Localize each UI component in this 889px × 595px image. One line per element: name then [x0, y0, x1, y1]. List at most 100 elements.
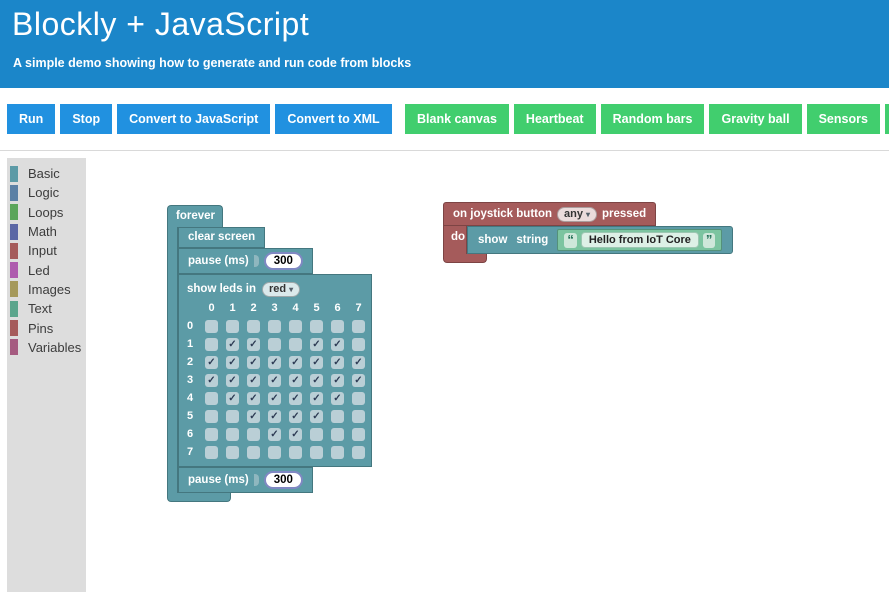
convert-to-xml-button[interactable]: Convert to XML [275, 104, 392, 134]
led-checkbox[interactable] [310, 446, 323, 459]
led-checkbox[interactable] [352, 410, 365, 423]
pause-value-field[interactable]: 300 [263, 471, 303, 489]
led-checkbox[interactable] [205, 410, 218, 423]
led-checkbox[interactable] [352, 392, 365, 405]
led-checkbox[interactable]: ✓ [226, 374, 239, 387]
toolbox-category-variables[interactable]: Variables [7, 338, 86, 357]
demo-sensors-button[interactable]: Sensors [806, 104, 880, 134]
demo-gravity-ball-button[interactable]: Gravity ball [709, 104, 802, 134]
led-checkbox[interactable]: ✓ [268, 428, 281, 441]
toolbox-category-basic[interactable]: Basic [7, 164, 86, 183]
led-checkbox[interactable] [352, 428, 365, 441]
led-checkbox[interactable]: ✓ [331, 392, 344, 405]
led-checkbox[interactable] [205, 392, 218, 405]
led-checkbox[interactable]: ✓ [268, 392, 281, 405]
blockly-workspace[interactable]: Basic Logic Loops Math Input Led [0, 151, 889, 595]
led-checkbox[interactable] [352, 446, 365, 459]
led-checkbox[interactable]: ✓ [289, 392, 302, 405]
led-checkbox[interactable]: ✓ [310, 356, 323, 369]
led-checkbox[interactable] [331, 410, 344, 423]
led-checkbox[interactable] [310, 428, 323, 441]
stop-button[interactable]: Stop [60, 104, 113, 134]
led-color-dropdown[interactable]: red ▾ [262, 281, 301, 297]
led-checkbox[interactable]: ✓ [289, 410, 302, 423]
demo-heartbeat-button[interactable]: Heartbeat [513, 104, 596, 134]
led-checkbox[interactable]: ✓ [352, 374, 365, 387]
led-checkbox[interactable]: ✓ [247, 410, 260, 423]
led-checkbox[interactable]: ✓ [268, 374, 281, 387]
led-checkbox[interactable] [205, 428, 218, 441]
convert-to-javascript-button[interactable]: Convert to JavaScript [117, 104, 271, 134]
toolbox-category-led[interactable]: Led [7, 260, 86, 279]
joystick-block-header[interactable]: on joystick button any ▾ pressed [443, 202, 657, 226]
pause-block-bottom[interactable]: pause (ms) 300 [178, 467, 313, 493]
led-checkbox[interactable] [268, 338, 281, 351]
led-checkbox[interactable] [226, 446, 239, 459]
pause-block-top[interactable]: pause (ms) 300 [178, 248, 313, 274]
pause-value-field[interactable]: 300 [263, 252, 303, 270]
show-leds-block[interactable]: show leds in red ▾ 0 1 2 3 4 5 6 7 0 1 ✓ ✓ ✓ ✓ 2 ✓ ✓ ✓ ✓ ✓ ✓… [178, 274, 372, 467]
demo-blank-canvas-button[interactable]: Blank canvas [405, 104, 509, 134]
led-checkbox[interactable]: ✓ [310, 374, 323, 387]
led-checkbox[interactable]: ✓ [268, 356, 281, 369]
demo-pong-button[interactable]: Pong [884, 104, 889, 134]
led-checkbox[interactable]: ✓ [289, 428, 302, 441]
led-checkbox[interactable]: ✓ [247, 356, 260, 369]
led-checkbox[interactable] [247, 320, 260, 333]
led-checkbox[interactable] [205, 320, 218, 333]
led-checkbox[interactable]: ✓ [352, 356, 365, 369]
toolbox-category-logic[interactable]: Logic [7, 183, 86, 202]
string-literal-block[interactable]: “ Hello from IoT Core ” [557, 229, 723, 251]
led-checkbox[interactable] [205, 446, 218, 459]
toolbox-category-pins[interactable]: Pins [7, 318, 86, 337]
led-checkbox[interactable]: ✓ [289, 374, 302, 387]
led-checkbox[interactable] [268, 446, 281, 459]
led-checkbox[interactable]: ✓ [247, 338, 260, 351]
led-checkbox[interactable] [352, 320, 365, 333]
led-checkbox[interactable]: ✓ [205, 356, 218, 369]
led-checkbox[interactable] [268, 320, 281, 333]
led-checkbox[interactable]: ✓ [226, 392, 239, 405]
led-checkbox[interactable]: ✓ [310, 392, 323, 405]
led-checkbox[interactable]: ✓ [205, 374, 218, 387]
led-checkbox[interactable]: ✓ [247, 392, 260, 405]
toolbox-category-input[interactable]: Input [7, 241, 86, 260]
toolbox-category-images[interactable]: Images [7, 280, 86, 299]
led-checkbox[interactable] [226, 320, 239, 333]
led-checkbox[interactable] [289, 446, 302, 459]
forever-block-header[interactable]: forever [167, 205, 223, 227]
string-value-field[interactable]: Hello from IoT Core [580, 232, 699, 248]
show-string-block[interactable]: show string “ Hello from IoT Core ” [467, 226, 734, 254]
led-checkbox[interactable] [205, 338, 218, 351]
led-checkbox[interactable]: ✓ [289, 356, 302, 369]
toolbox-category-loops[interactable]: Loops [7, 203, 86, 222]
led-checkbox[interactable]: ✓ [268, 410, 281, 423]
toolbox-category-text[interactable]: Text [7, 299, 86, 318]
led-checkbox[interactable]: ✓ [310, 410, 323, 423]
toolbox-category-math[interactable]: Math [7, 222, 86, 241]
led-checkbox[interactable]: ✓ [331, 356, 344, 369]
led-checkbox[interactable] [226, 410, 239, 423]
led-checkbox[interactable] [352, 338, 365, 351]
led-checkbox[interactable]: ✓ [247, 374, 260, 387]
led-checkbox[interactable] [247, 428, 260, 441]
led-checkbox[interactable] [289, 338, 302, 351]
led-checkbox[interactable] [331, 446, 344, 459]
demo-random-bars-button[interactable]: Random bars [600, 104, 705, 134]
led-checkbox[interactable] [331, 428, 344, 441]
clear-screen-block[interactable]: clear screen [178, 227, 266, 248]
led-checkbox[interactable]: ✓ [310, 338, 323, 351]
led-checkbox[interactable] [247, 446, 260, 459]
led-checkbox[interactable] [226, 428, 239, 441]
led-checkbox[interactable]: ✓ [226, 338, 239, 351]
led-checkbox[interactable] [331, 320, 344, 333]
joystick-event-block[interactable]: on joystick button any ▾ pressed do show… [443, 202, 734, 263]
joystick-button-dropdown[interactable]: any ▾ [557, 206, 598, 222]
run-button[interactable]: Run [7, 104, 56, 134]
forever-block[interactable]: forever clear screen pause (ms) 300 show… [167, 205, 372, 502]
led-checkbox[interactable]: ✓ [331, 338, 344, 351]
led-checkbox[interactable] [289, 320, 302, 333]
led-checkbox[interactable]: ✓ [331, 374, 344, 387]
led-checkbox[interactable] [310, 320, 323, 333]
led-checkbox[interactable]: ✓ [226, 356, 239, 369]
